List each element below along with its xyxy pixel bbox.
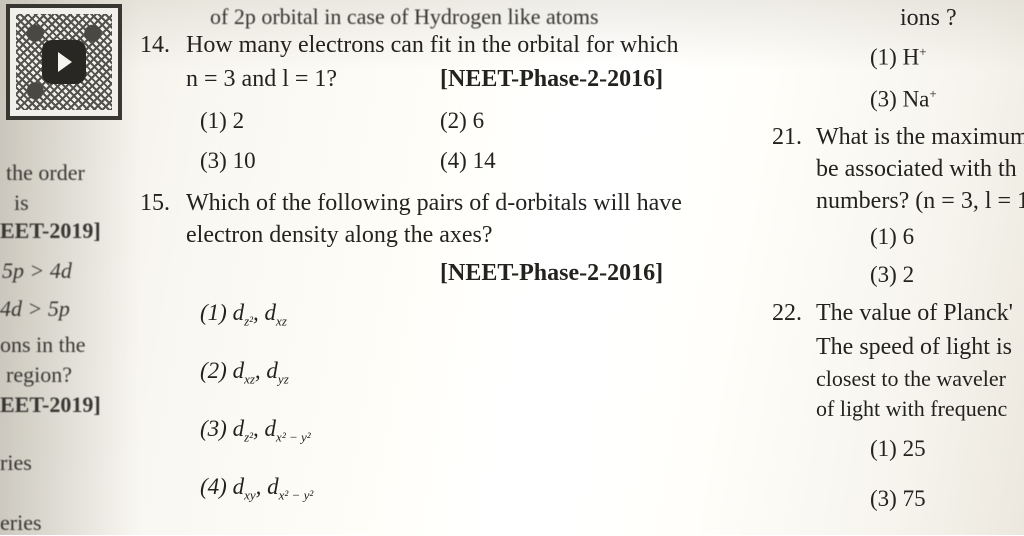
q15-opt2-sub1: xz: [244, 372, 255, 387]
q15-opt2-pre: (2) d: [200, 358, 244, 383]
q15-opt2-mid: , d: [255, 358, 278, 383]
q21-line1: What is the maximum: [816, 124, 1024, 151]
q21-line2: be associated with th: [816, 156, 1017, 183]
q14-line1: How many electrons can fit in the orbita…: [186, 32, 679, 59]
left-frag-neet2: EET-2019]: [0, 392, 101, 418]
q15-opt1: (1) dz², dxz: [200, 300, 287, 330]
right-opt-na: (3) Na+: [870, 86, 937, 113]
q15-opt1-sub1: z²: [244, 314, 253, 329]
q21-line3: numbers? (n = 3, l = 1: [816, 188, 1024, 215]
q22-number: 22.: [772, 300, 802, 327]
q15-opt1-sub2: xz: [276, 314, 287, 329]
q14-number: 14.: [140, 32, 170, 59]
q22-line3: closest to the waveler: [816, 366, 1006, 392]
right-opt-na-txt: (3) Na: [870, 87, 929, 112]
left-frag-neet1: EET-2019]: [0, 218, 101, 244]
page-photo: the order is EET-2019] 5p > 4d 4d > 5p o…: [0, 0, 1024, 535]
left-frag-5p: 5p > 4d: [2, 258, 72, 284]
left-frag-ries: ries: [0, 450, 32, 476]
q15-opt2-sub2: yz: [278, 372, 289, 387]
q14-tag: [NEET-Phase-2-2016]: [440, 66, 663, 93]
q14-opt3: (3) 10: [200, 148, 256, 174]
q15-opt3: (3) dz², dx² − y²: [200, 416, 311, 446]
top-fragment: of 2p orbital in case of Hydrogen like a…: [210, 4, 599, 30]
q14-opt4: (4) 14: [440, 148, 496, 174]
q21-number: 21.: [772, 124, 802, 151]
q15-line2: electron density along the axes?: [186, 222, 493, 249]
q15-opt4-sub1: xy: [244, 488, 256, 503]
q22-line2: The speed of light is: [816, 334, 1012, 361]
q22-line1: The value of Planck': [816, 300, 1013, 327]
q15-opt2: (2) dxz, dyz: [200, 358, 289, 388]
q14-opt2: (2) 6: [440, 108, 484, 134]
q21-opt1: (1) 6: [870, 224, 914, 250]
qr-code-icon: [6, 4, 122, 120]
q22-opt1: (1) 25: [870, 436, 926, 462]
right-ions: ions ?: [900, 5, 957, 32]
left-frag-eries: eries: [0, 510, 42, 536]
q14-opt1: (1) 2: [200, 108, 244, 134]
q15-opt1-mid: , d: [253, 300, 276, 325]
q21-opt3: (3) 2: [870, 262, 914, 288]
left-frag-is: is: [14, 190, 29, 216]
q15-number: 15.: [140, 190, 170, 217]
q15-opt3-mid: , d: [253, 416, 276, 441]
q15-opt3-sub1: z²: [244, 430, 253, 445]
q14-line2: n = 3 and l = 1?: [186, 66, 337, 93]
left-frag-order: the order: [6, 160, 85, 186]
q15-opt4-pre: (4) d: [200, 474, 244, 499]
right-opt-h-txt: (1) H: [870, 45, 919, 70]
right-opt-h: (1) H+: [870, 44, 927, 71]
right-opt-na-sup: +: [929, 86, 936, 101]
right-opt-h-sup: +: [919, 44, 926, 59]
q15-opt3-pre: (3) d: [200, 416, 244, 441]
play-icon: [42, 40, 86, 84]
q15-opt4-mid: , d: [256, 474, 279, 499]
left-frag-4d: 4d > 5p: [0, 296, 70, 322]
q15-opt1-pre: (1) d: [200, 300, 244, 325]
left-frag-region: region?: [6, 362, 72, 388]
q15-tag: [NEET-Phase-2-2016]: [440, 260, 663, 287]
q22-opt3: (3) 75: [870, 486, 926, 512]
q15-opt4: (4) dxy, dx² − y²: [200, 474, 313, 504]
q15-line1: Which of the following pairs of d-orbita…: [186, 190, 682, 217]
q22-line4: of light with frequenc: [816, 396, 1007, 422]
q15-opt3-sub2: x² − y²: [276, 430, 311, 445]
left-frag-ons: ons in the: [0, 332, 86, 358]
q15-opt4-sub2: x² − y²: [279, 488, 314, 503]
